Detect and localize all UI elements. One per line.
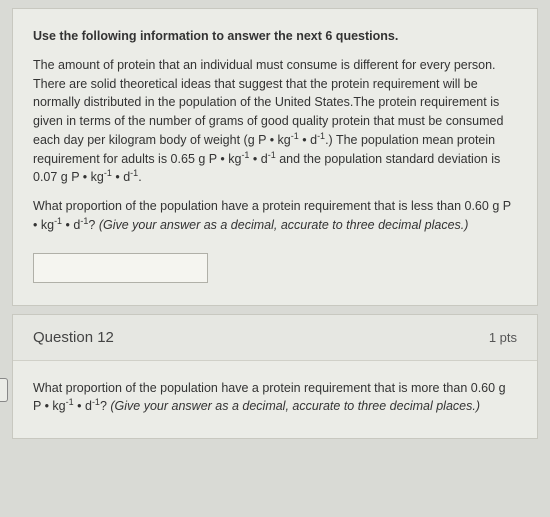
- question-11-prompt: What proportion of the population have a…: [33, 197, 517, 235]
- answer-input-11[interactable]: [33, 253, 208, 283]
- marker-tab[interactable]: [0, 378, 8, 402]
- question-12-hint: (Give your answer as a decimal, accurate…: [110, 399, 480, 413]
- question-12-title: Question 12: [33, 329, 114, 346]
- question-12-box: Question 12 1 pts What proportion of the…: [12, 314, 538, 440]
- question-12-points: 1 pts: [489, 330, 517, 345]
- question-11-content: Use the following information to answer …: [13, 9, 537, 305]
- question-12-content: What proportion of the population have a…: [13, 361, 537, 439]
- question-12-header: Question 12 1 pts: [13, 315, 537, 361]
- question-11-body: The amount of protein that an individual…: [33, 56, 517, 187]
- question-11-hint: (Give your answer as a decimal, accurate…: [99, 218, 469, 232]
- question-12-prompt: What proportion of the population have a…: [33, 381, 506, 414]
- question-marker: [0, 378, 10, 408]
- question-11-box: Use the following information to answer …: [12, 8, 538, 306]
- instruction-header: Use the following information to answer …: [33, 27, 517, 46]
